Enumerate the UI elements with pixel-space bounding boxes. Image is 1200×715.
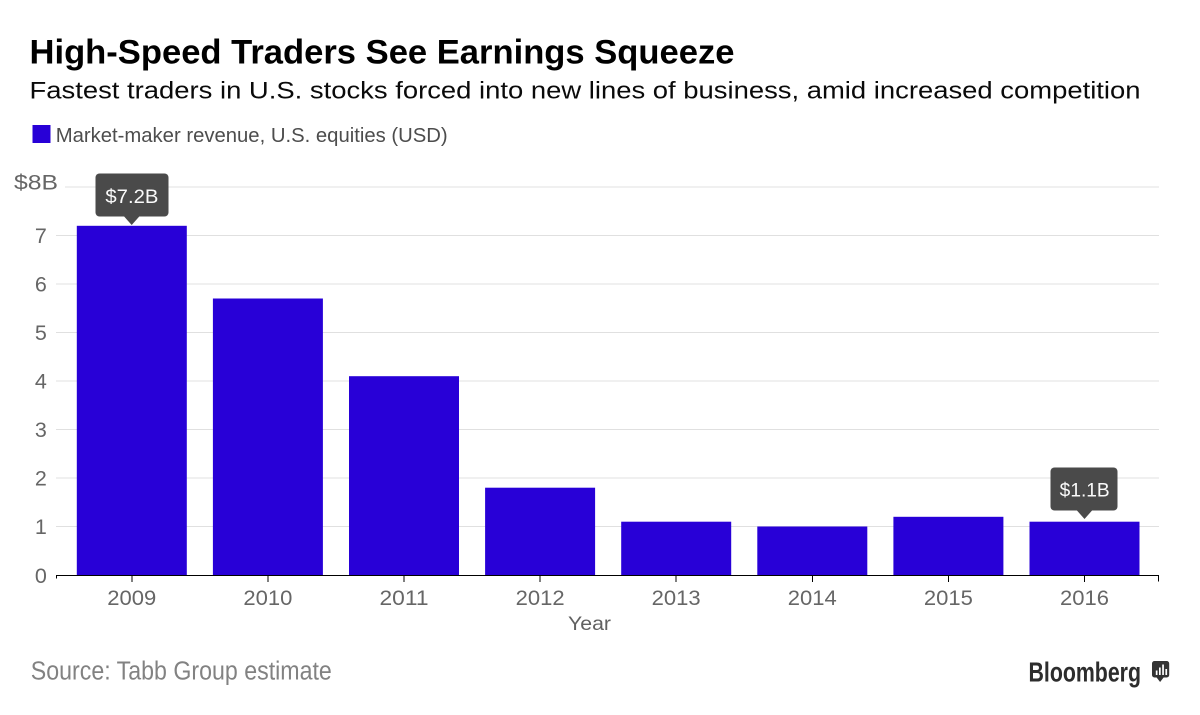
svg-text:2013: 2013	[652, 586, 701, 610]
svg-text:2016: 2016	[1060, 586, 1109, 610]
svg-text:3: 3	[35, 418, 47, 442]
svg-text:$7.2B: $7.2B	[105, 187, 158, 208]
svg-text:2: 2	[35, 466, 47, 490]
svg-text:6: 6	[35, 272, 47, 296]
svg-text:2009: 2009	[107, 586, 156, 610]
svg-text:5: 5	[35, 321, 47, 345]
svg-text:2014: 2014	[788, 586, 837, 610]
svg-text:Fastest traders in U.S. stocks: Fastest traders in U.S. stocks forced in…	[30, 77, 1141, 104]
svg-text:High-Speed Traders See Earning: High-Speed Traders See Earnings Squeeze	[30, 33, 735, 71]
svg-text:4: 4	[35, 369, 47, 393]
svg-text:7: 7	[35, 224, 47, 248]
svg-text:0: 0	[35, 564, 47, 588]
svg-text:2012: 2012	[516, 586, 565, 610]
svg-text:$1.1B: $1.1B	[1060, 481, 1110, 502]
svg-text:Year: Year	[568, 613, 612, 635]
svg-text:$8B: $8B	[14, 170, 58, 194]
svg-text:Bloomberg: Bloomberg	[1029, 656, 1142, 687]
svg-text:Source: Tabb Group estimate: Source: Tabb Group estimate	[31, 658, 332, 686]
svg-text:Market-maker revenue, U.S. equ: Market-maker revenue, U.S. equities (USD…	[56, 125, 448, 147]
svg-text:1: 1	[35, 515, 47, 539]
svg-text:2011: 2011	[380, 586, 429, 610]
svg-text:2015: 2015	[924, 586, 973, 610]
svg-text:2010: 2010	[243, 586, 292, 610]
